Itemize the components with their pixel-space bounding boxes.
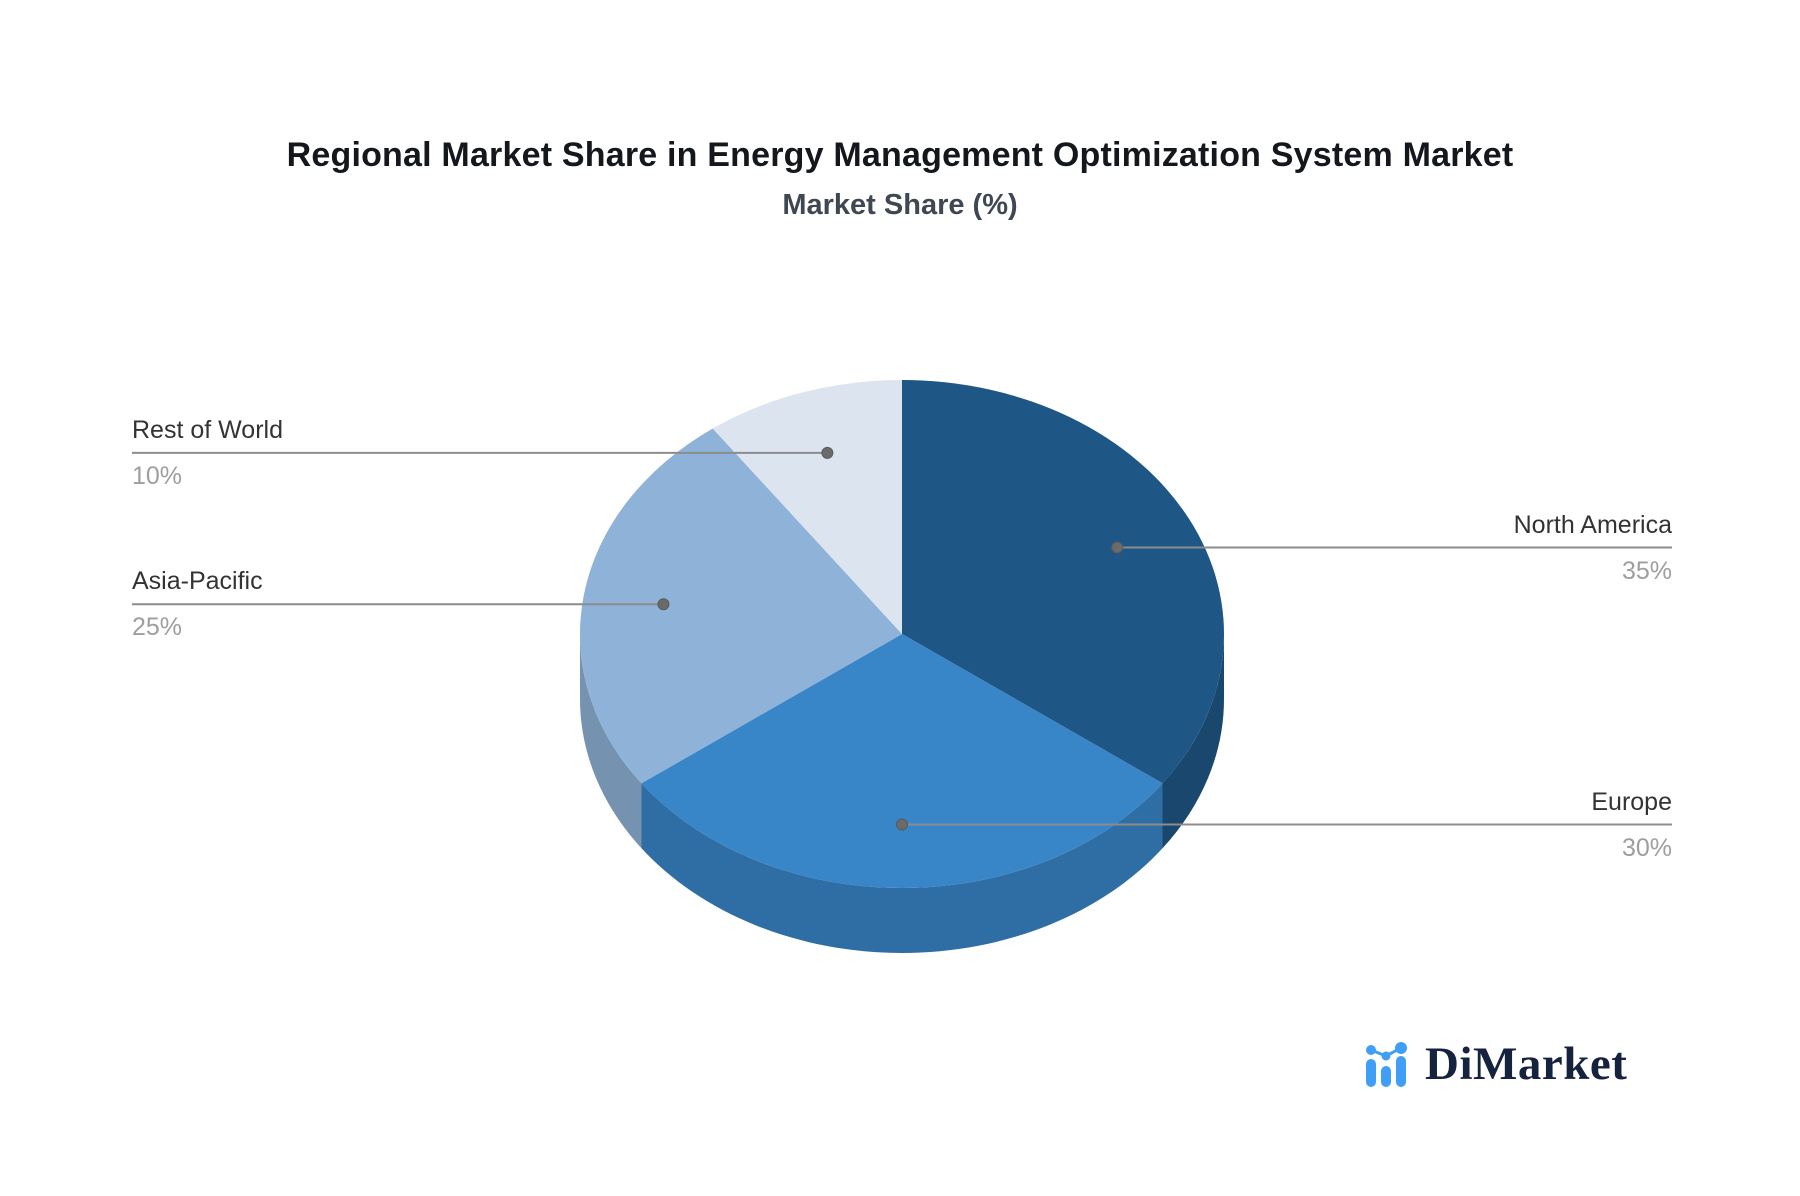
chart-subtitle: Market Share (%) bbox=[782, 189, 1018, 221]
pie-slice-rest-of-world bbox=[712, 380, 902, 634]
pie-slice-side-europe bbox=[641, 783, 1163, 953]
pie-slice-north-america bbox=[902, 380, 1224, 784]
dimarket-logo: DiMarket bbox=[1364, 1038, 1627, 1090]
leader-dot-rest-of-world bbox=[821, 446, 834, 459]
pie-label-name-rest-of-world: Rest of World bbox=[132, 415, 283, 444]
logo-bar-right bbox=[1396, 1056, 1406, 1087]
logo-bar-line-chart-icon bbox=[1366, 1042, 1407, 1087]
logo-dot-right bbox=[1395, 1042, 1407, 1054]
leader-dot-north-america bbox=[1111, 541, 1124, 554]
pie-slice-side-asia-pacific bbox=[580, 634, 642, 849]
logo-wordmark: DiMarket bbox=[1425, 1038, 1628, 1090]
chart-title: Regional Market Share in Energy Manageme… bbox=[286, 136, 1514, 174]
logo-dot-middle bbox=[1381, 1051, 1391, 1061]
logo-bar-middle bbox=[1381, 1066, 1391, 1087]
pie-label-name-europe: Europe bbox=[1591, 787, 1672, 816]
pie-label-value-north-america: 35% bbox=[1621, 556, 1672, 585]
logo-dot-left bbox=[1366, 1045, 1376, 1055]
leader-dot-asia-pacific bbox=[657, 598, 670, 611]
pie-label-name-asia-pacific: Asia-Pacific bbox=[132, 567, 263, 596]
pie-slice-asia-pacific bbox=[580, 428, 902, 784]
pie-label-name-north-america: North America bbox=[1513, 510, 1672, 539]
leader-dot-europe bbox=[896, 818, 908, 831]
pie-label-value-rest-of-world: 10% bbox=[132, 461, 183, 490]
pie-label-value-europe: 30% bbox=[1621, 833, 1672, 862]
pie-slice-side-north-america bbox=[1162, 634, 1224, 849]
pie-label-value-asia-pacific: 25% bbox=[132, 613, 183, 642]
logo-bar-left bbox=[1366, 1059, 1376, 1087]
